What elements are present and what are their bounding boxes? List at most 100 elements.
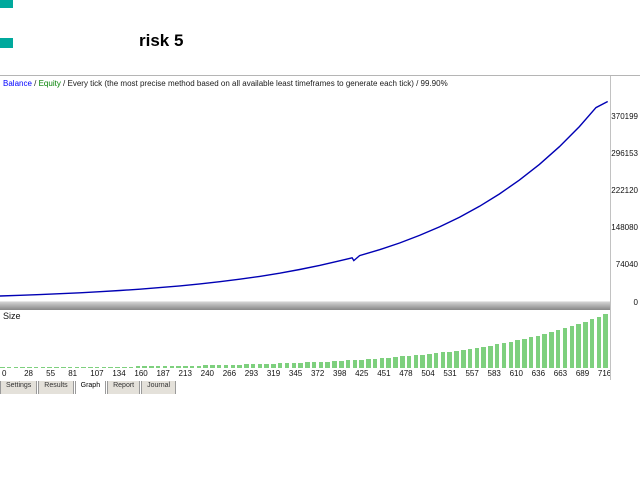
- size-bar: [61, 367, 66, 368]
- x-axis-label: 636: [531, 369, 546, 378]
- size-bar: [169, 366, 174, 368]
- x-axis-label: 478: [399, 369, 413, 378]
- tab-journal[interactable]: Journal: [141, 381, 177, 394]
- x-axis-label: 55: [46, 369, 56, 378]
- size-bar: [230, 364, 236, 368]
- chart-separator-bar[interactable]: [0, 301, 610, 310]
- size-bar: [474, 347, 480, 368]
- size-bar: [318, 361, 324, 368]
- y-axis-label: 296153: [611, 148, 638, 158]
- size-bar: [33, 367, 39, 368]
- size-bar: [271, 363, 276, 368]
- y-axis-label: 370199: [611, 111, 638, 121]
- size-bar: [176, 365, 181, 368]
- size-bar: [372, 358, 378, 368]
- size-bar: [461, 349, 466, 368]
- size-bar: [216, 365, 222, 368]
- tab-settings[interactable]: Settings: [0, 381, 38, 394]
- size-bar: [325, 361, 330, 368]
- size-bar: [555, 330, 561, 368]
- size-bar: [13, 367, 19, 368]
- size-bar: [569, 326, 575, 368]
- size-bar: [413, 355, 419, 368]
- size-bar: [522, 338, 527, 368]
- tab-graph[interactable]: Graph: [74, 381, 107, 394]
- size-bar: [115, 366, 120, 368]
- size-bar: [589, 319, 595, 368]
- x-axis-label: 531: [443, 369, 457, 378]
- size-bar: [454, 350, 459, 368]
- x-axis-label: 689: [575, 369, 590, 378]
- balance-line: [0, 100, 609, 297]
- size-bar: [142, 366, 147, 368]
- size-bar: [155, 366, 161, 368]
- size-bar: [74, 367, 80, 368]
- size-bar: [596, 316, 602, 368]
- size-bar: [244, 364, 249, 368]
- size-bar: [162, 366, 168, 368]
- page-title: risk 5: [139, 31, 184, 50]
- size-bar: [488, 345, 493, 368]
- legend-equity-label: Equity: [38, 79, 61, 88]
- x-axis-label: 425: [355, 369, 369, 378]
- size-bar: [440, 352, 446, 368]
- y-axis-labels: 370199 296153 222120 148080 74040 0: [611, 91, 639, 307]
- size-bar: [501, 343, 507, 368]
- x-axis-label: 187: [156, 369, 170, 378]
- y-axis-label: 0: [633, 297, 638, 307]
- size-bar: [366, 359, 371, 368]
- x-axis-label: 504: [421, 369, 435, 378]
- size-bar: [339, 360, 344, 368]
- x-axis-label: 557: [465, 369, 479, 378]
- x-axis-label: 240: [200, 369, 214, 378]
- tester-tabs: Settings Results Graph Report Journal: [0, 381, 177, 394]
- size-bar: [122, 366, 127, 368]
- size-bars: [0, 314, 610, 368]
- size-bar: [542, 334, 547, 368]
- size-bar: [583, 321, 588, 368]
- x-axis-label: 266: [222, 369, 237, 378]
- legend-separator: /: [31, 79, 39, 88]
- size-bar: [427, 353, 432, 368]
- size-bar: [400, 356, 405, 368]
- size-bar: [359, 359, 364, 368]
- tester-graph-panel: Balance / Equity / Every tick (the most …: [0, 75, 640, 381]
- size-bar: [305, 362, 310, 368]
- x-axis-label: 716: [597, 369, 612, 378]
- size-bar: [27, 367, 32, 368]
- size-bar: [149, 366, 154, 368]
- size-bar: [257, 364, 263, 368]
- size-bar: [108, 366, 113, 368]
- size-bar: [189, 365, 195, 368]
- x-axis-label: 398: [333, 369, 347, 378]
- size-bar: [447, 351, 452, 368]
- size-bar: [81, 366, 86, 368]
- size-bar: [223, 364, 229, 368]
- x-axis-label: 134: [112, 369, 126, 378]
- size-bar: [94, 366, 100, 368]
- size-chart-label: Size: [3, 311, 21, 321]
- size-bar: [40, 367, 46, 368]
- teal-marker-left: [0, 38, 13, 48]
- size-bar: [54, 367, 59, 368]
- tab-results[interactable]: Results: [38, 381, 74, 394]
- size-bar: [467, 348, 473, 368]
- x-axis-label: 319: [266, 369, 281, 378]
- size-bar: [210, 365, 215, 368]
- size-bar: [135, 366, 141, 368]
- size-bar: [481, 346, 486, 368]
- x-axis-label: 345: [288, 369, 303, 378]
- size-bar: [101, 366, 107, 368]
- size-bar: [291, 362, 297, 368]
- size-bar: [386, 357, 391, 368]
- size-bar: [284, 363, 290, 368]
- x-axis-label: 160: [134, 369, 148, 378]
- size-bar: [196, 365, 202, 368]
- size-bar: [515, 340, 520, 368]
- x-axis-label: 293: [244, 369, 259, 378]
- tab-report[interactable]: Report: [107, 381, 141, 394]
- balance-chart: [0, 100, 609, 297]
- x-axis-label: 610: [509, 369, 523, 378]
- x-axis-labels: 0 28 55 81 107 134 160 187 213 240 266 293 319 345 372…: [0, 369, 614, 380]
- teal-marker-top: [0, 0, 13, 8]
